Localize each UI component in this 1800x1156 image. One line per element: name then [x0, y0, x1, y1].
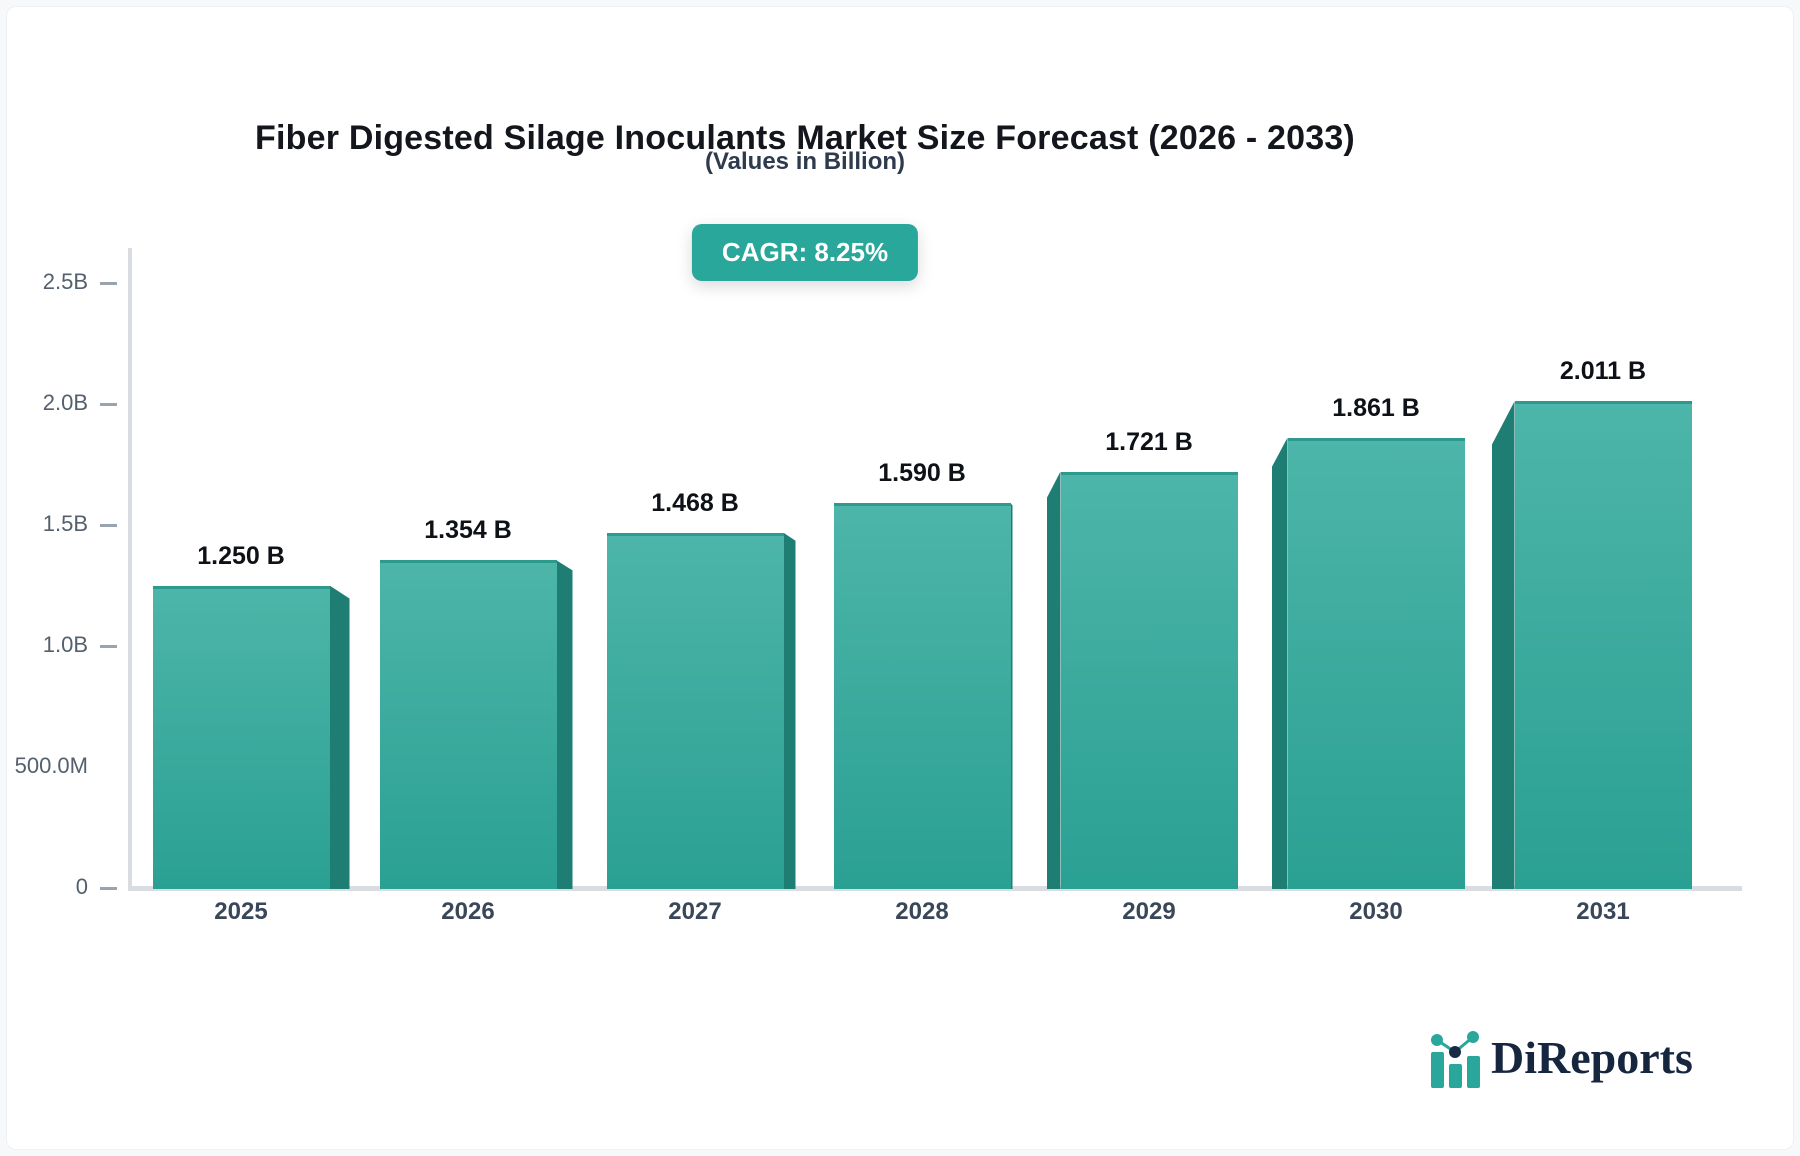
- bar-3d-side: [783, 532, 796, 889]
- chart-title: Fiber Digested Silage Inoculants Market …: [255, 118, 1355, 157]
- bar[interactable]: [1060, 471, 1238, 889]
- y-axis-tick-label: 500.0M: [14, 753, 88, 778]
- bar-chart-icon: [1431, 1031, 1480, 1088]
- y-axis-tick-label: 2.0B: [42, 390, 88, 415]
- x-axis-label: 2031: [1576, 898, 1630, 925]
- bar[interactable]: [379, 560, 557, 889]
- x-axis-label: 2029: [1122, 898, 1176, 925]
- bar-value-label: 1.354 B: [424, 516, 512, 545]
- y-axis-tick-label: 1.5B: [42, 511, 88, 536]
- brand-name: DiReports: [1491, 1032, 1693, 1083]
- bar[interactable]: [1287, 437, 1465, 889]
- cagr-badge: CAGR: 8.25%: [691, 224, 919, 281]
- x-axis-label: 2026: [441, 898, 495, 925]
- bar[interactable]: [606, 532, 784, 889]
- bar-3d-side: [556, 560, 573, 889]
- y-axis-tick-mark: [100, 403, 117, 406]
- bar-3d-side: [1046, 471, 1061, 889]
- bar[interactable]: [152, 585, 330, 889]
- bar-value-label: 1.590 B: [878, 459, 966, 488]
- y-axis-tick-label: 2.5B: [42, 269, 88, 294]
- bar-3d-side: [1491, 401, 1515, 889]
- bar-value-label: 1.721 B: [1105, 427, 1193, 456]
- chart-subtitle: (Values in Billion): [704, 148, 906, 175]
- bar-value-label: 1.468 B: [651, 488, 739, 517]
- brand-logo: DiReports: [1428, 1026, 1693, 1090]
- x-axis-label: 2027: [668, 898, 722, 925]
- bar-value-label: 1.861 B: [1332, 393, 1420, 422]
- x-axis-label: 2025: [214, 898, 268, 925]
- bar-value-label: 1.250 B: [197, 541, 285, 570]
- y-axis-tick-mark: [100, 524, 117, 527]
- x-axis-label: 2028: [895, 898, 949, 925]
- bar-3d-side: [1010, 503, 1013, 889]
- y-axis-tick-label: 1.0B: [42, 632, 88, 657]
- y-axis-tick-mark: [100, 282, 117, 285]
- bar[interactable]: [1514, 401, 1692, 889]
- bar-value-label: 2.011 B: [1559, 357, 1647, 386]
- bar-3d-side: [1271, 437, 1288, 889]
- x-axis-label: 2030: [1349, 898, 1403, 925]
- bar[interactable]: [833, 503, 1011, 889]
- bar-3d-side: [329, 585, 350, 889]
- y-axis-line: [128, 248, 132, 889]
- y-axis-tick-mark: [100, 645, 117, 648]
- y-axis-tick-mark: [100, 887, 117, 890]
- y-axis-tick-label: 0: [75, 874, 88, 899]
